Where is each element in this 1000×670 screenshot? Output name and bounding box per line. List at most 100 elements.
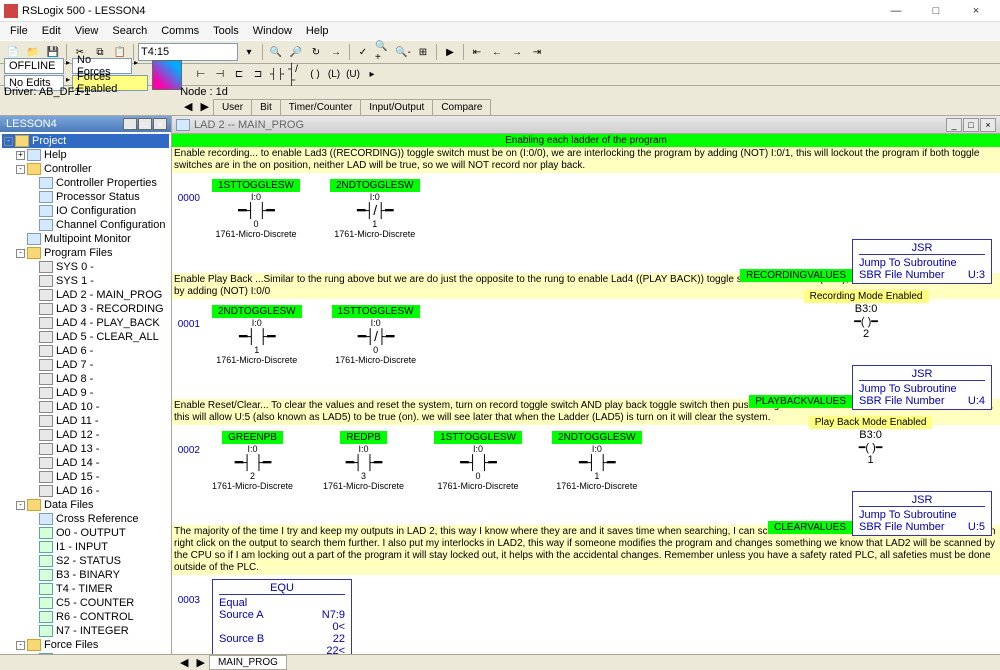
tree-node[interactable]: Controller Properties (2, 176, 169, 190)
jsr-instruction[interactable]: JSRJump To SubroutineSBR File NumberU:5 (852, 491, 992, 536)
expand-icon[interactable]: - (16, 165, 25, 174)
contact[interactable]: 2NDTOGGLESWI:0━┤ ├━11761-Micro-Discrete (552, 431, 642, 491)
menu-comms[interactable]: Comms (155, 24, 205, 38)
jsr-instruction[interactable]: JSRJump To SubroutineSBR File NumberU:3 (852, 239, 992, 284)
tree-node[interactable]: -Force Files (2, 638, 169, 652)
tree-node[interactable]: Multipoint Monitor (2, 232, 169, 246)
verify-icon[interactable]: ✓ (354, 43, 372, 61)
tree-node[interactable]: S2 - STATUS (2, 554, 169, 568)
tree-close-icon[interactable]: × (153, 118, 167, 130)
tree-node[interactable]: LAD 11 - (2, 414, 169, 428)
tab-io[interactable]: Input/Output (360, 99, 433, 115)
tab-nav-right-icon[interactable]: ▶ (196, 98, 212, 115)
menu-window[interactable]: Window (247, 24, 298, 38)
mode-status[interactable]: OFFLINE (4, 58, 64, 74)
tree-node[interactable]: -Controller (2, 162, 169, 176)
tree-node[interactable]: LAD 7 - (2, 358, 169, 372)
address-input[interactable] (138, 43, 238, 61)
xic-icon[interactable]: ┤├ (268, 66, 286, 84)
expand-icon[interactable]: - (4, 137, 13, 146)
tree-node[interactable]: -Project (2, 134, 169, 148)
expand-icon[interactable]: - (16, 641, 25, 650)
tree-node[interactable]: O0 - OUTPUT (2, 526, 169, 540)
tree-node[interactable]: LAD 13 - (2, 442, 169, 456)
tree-node[interactable]: LAD 10 - (2, 400, 169, 414)
tree-node[interactable]: SYS 0 - (2, 260, 169, 274)
tree-node[interactable]: LAD 14 - (2, 456, 169, 470)
project-tree[interactable]: -Project+Help-ControllerController Prope… (0, 132, 171, 654)
tree-node[interactable]: LAD 12 - (2, 428, 169, 442)
expand-icon[interactable]: - (16, 501, 25, 510)
contact[interactable]: 1STTOGGLESWI:0━┤ ├━01761-Micro-Discrete (212, 179, 300, 239)
tree-node[interactable]: LAD 3 - RECORDING (2, 302, 169, 316)
find-icon[interactable]: 🔍 (267, 43, 285, 61)
jsr-instruction[interactable]: JSRJump To SubroutineSBR File NumberU:4 (852, 365, 992, 410)
zoom-out-icon[interactable]: 🔍- (394, 43, 412, 61)
rung[interactable]: 0003EQUEqualSource AN7:90<Source B2222<Y… (172, 575, 1000, 654)
more-icon[interactable]: ▸ (363, 66, 381, 84)
tab-compare[interactable]: Compare (432, 99, 491, 115)
tree-node[interactable]: N7 - INTEGER (2, 624, 169, 638)
tree-node[interactable]: LAD 6 - (2, 344, 169, 358)
doc-close-icon[interactable]: × (980, 118, 996, 132)
expand-icon[interactable]: + (16, 151, 25, 160)
otl-icon[interactable]: (L) (325, 66, 343, 84)
menu-help[interactable]: Help (300, 24, 335, 38)
preview-thumbnail[interactable] (152, 60, 182, 90)
footer-tab-main[interactable]: MAIN_PROG (209, 655, 287, 670)
xio-icon[interactable]: ┤/├ (287, 66, 305, 84)
contact[interactable]: 1STTOGGLESWI:0━┤/├━01761-Micro-Discrete (332, 305, 420, 365)
tree-node[interactable]: I1 - INPUT (2, 540, 169, 554)
tree-node[interactable]: LAD 4 - PLAY_BACK (2, 316, 169, 330)
tree-node[interactable]: LAD 15 - (2, 470, 169, 484)
tree-node[interactable]: O0 - OUTPUT (2, 652, 169, 654)
tree-node[interactable]: IO Configuration (2, 204, 169, 218)
doc-min-icon[interactable]: _ (946, 118, 962, 132)
tree-window-title[interactable]: LESSON4 _ □ × (0, 116, 171, 132)
maximize-button[interactable]: □ (916, 1, 956, 21)
branch-icon[interactable]: ⊏ (230, 66, 248, 84)
tree-node[interactable]: LAD 5 - CLEAR_ALL (2, 330, 169, 344)
contact[interactable]: GREENPBI:0━┤ ├━21761-Micro-Discrete (212, 431, 293, 491)
menu-edit[interactable]: Edit (36, 24, 67, 38)
contact[interactable]: 2NDTOGGLESWI:0━┤ ├━11761-Micro-Discrete (212, 305, 302, 365)
tree-node[interactable]: -Program Files (2, 246, 169, 260)
rung[interactable]: 00001STTOGGLESWI:0━┤ ├━01761-Micro-Discr… (172, 173, 1000, 273)
tree-node[interactable]: +Help (2, 148, 169, 162)
close-button[interactable]: × (956, 1, 996, 21)
rung[interactable]: 0002GREENPBI:0━┤ ├━21761-Micro-DiscreteR… (172, 425, 1000, 525)
tree-node[interactable]: LAD 2 - MAIN_PROG (2, 288, 169, 302)
ladder-view[interactable]: Enabling each ladder of the program Enab… (172, 134, 1000, 654)
menu-file[interactable]: File (4, 24, 34, 38)
doc-max-icon[interactable]: □ (963, 118, 979, 132)
tree-node[interactable]: C5 - COUNTER (2, 596, 169, 610)
menu-tools[interactable]: Tools (207, 24, 245, 38)
document-titlebar[interactable]: LAD 2 -- MAIN_PROG _ □ × (172, 116, 1000, 134)
tree-node[interactable]: Cross Reference (2, 512, 169, 526)
play-icon[interactable]: ▶ (441, 43, 459, 61)
otu-icon[interactable]: (U) (344, 66, 362, 84)
tree-node[interactable]: LAD 8 - (2, 372, 169, 386)
ote-icon[interactable]: ( ) (306, 66, 324, 84)
tab-bit[interactable]: Bit (251, 99, 281, 115)
zoom-in-icon[interactable]: 🔍+ (374, 43, 392, 61)
tree-max-icon[interactable]: □ (138, 118, 152, 130)
forward-icon[interactable]: → (508, 43, 526, 61)
tab-nav-left-icon[interactable]: ◀ (180, 98, 196, 115)
tree-node[interactable]: Processor Status (2, 190, 169, 204)
menu-search[interactable]: Search (106, 24, 153, 38)
equ-instruction[interactable]: EQUEqualSource AN7:90<Source B2222< (212, 579, 352, 654)
tree-node[interactable]: R6 - CONTROL (2, 610, 169, 624)
tile-icon[interactable]: ⊞ (414, 43, 432, 61)
minimize-button[interactable]: — (876, 1, 916, 21)
tree-node[interactable]: Channel Configuration (2, 218, 169, 232)
contact[interactable]: REDPBI:0━┤ ├━31761-Micro-Discrete (323, 431, 404, 491)
tree-node[interactable]: T4 - TIMER (2, 582, 169, 596)
menu-view[interactable]: View (69, 24, 105, 38)
expand-icon[interactable]: - (16, 249, 25, 258)
tree-node[interactable]: SYS 1 - (2, 274, 169, 288)
rung-end-icon[interactable]: ⊣ (211, 66, 229, 84)
tab-user[interactable]: User (213, 99, 252, 115)
mode-arrow-icon[interactable]: ▸ (66, 58, 70, 74)
rung-start-icon[interactable]: ⊢ (192, 66, 210, 84)
